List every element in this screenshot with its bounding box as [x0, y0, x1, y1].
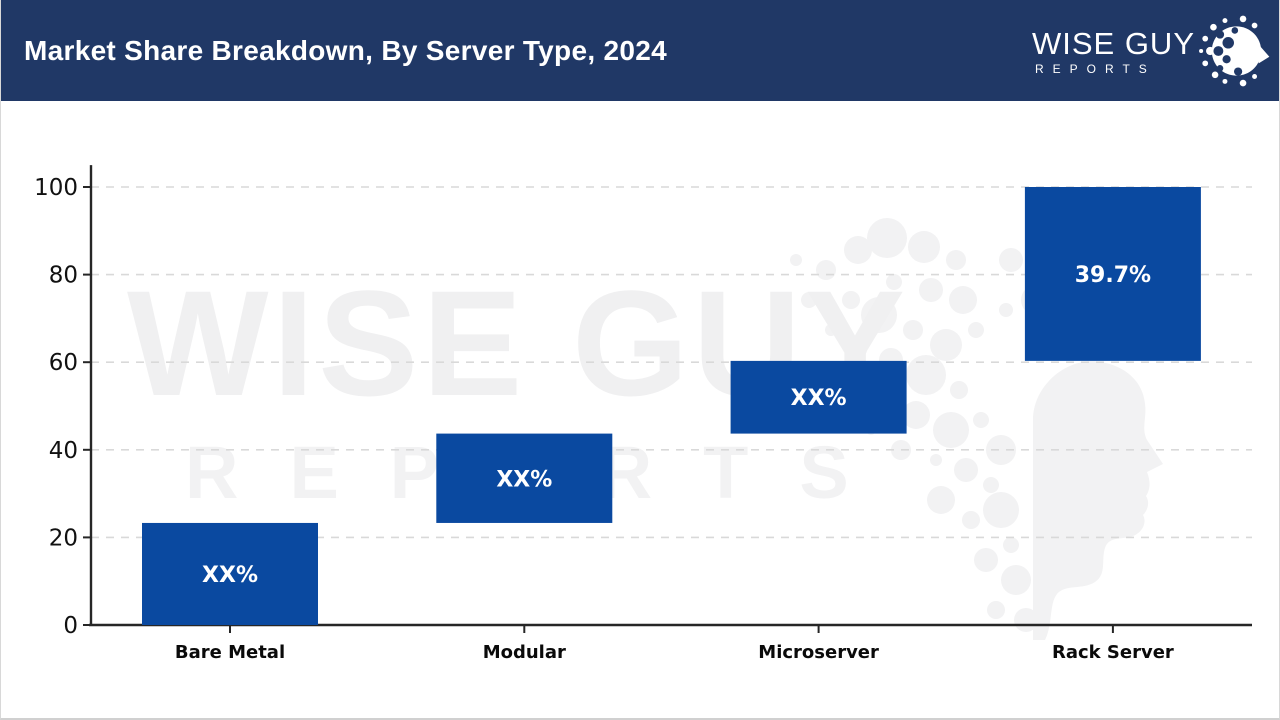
bar-bare-metal	[142, 522, 318, 625]
bar-value-label: 39.7%	[1075, 263, 1151, 288]
bar-value-label: XX%	[791, 386, 847, 411]
category-label: Microserver	[758, 642, 879, 663]
header: Market Share Breakdown, By Server Type, …	[1, 0, 1279, 101]
y-tick-label: 100	[34, 175, 78, 201]
logo-wordmark: WISE GUY	[1031, 25, 1195, 61]
y-tick-label: 60	[49, 350, 78, 376]
y-tick-label: 0	[63, 613, 78, 639]
y-tick-label: 40	[49, 438, 78, 464]
category-label: Rack Server	[1052, 642, 1174, 663]
page-title: Market Share Breakdown, By Server Type, …	[24, 34, 667, 66]
y-tick-label: 20	[49, 525, 78, 551]
logo-text: WISE GUY REPORTS	[1032, 28, 1195, 75]
logo-face-icon	[1199, 15, 1270, 87]
bar-modular	[436, 433, 613, 523]
category-label: Bare Metal	[175, 642, 285, 663]
y-tick-label: 80	[49, 263, 78, 289]
wiseguy-logo: WISE GUY REPORTS	[1032, 5, 1271, 97]
bar-value-label: XX%	[202, 563, 258, 588]
logo-subtitle: REPORTS	[1034, 61, 1156, 76]
bar-microserver	[730, 360, 907, 434]
category-label: Modular	[483, 642, 566, 663]
watermark-face-silhouette	[1033, 361, 1163, 640]
bar-rack-server	[1024, 187, 1201, 361]
bar-value-label: XX%	[496, 467, 552, 492]
